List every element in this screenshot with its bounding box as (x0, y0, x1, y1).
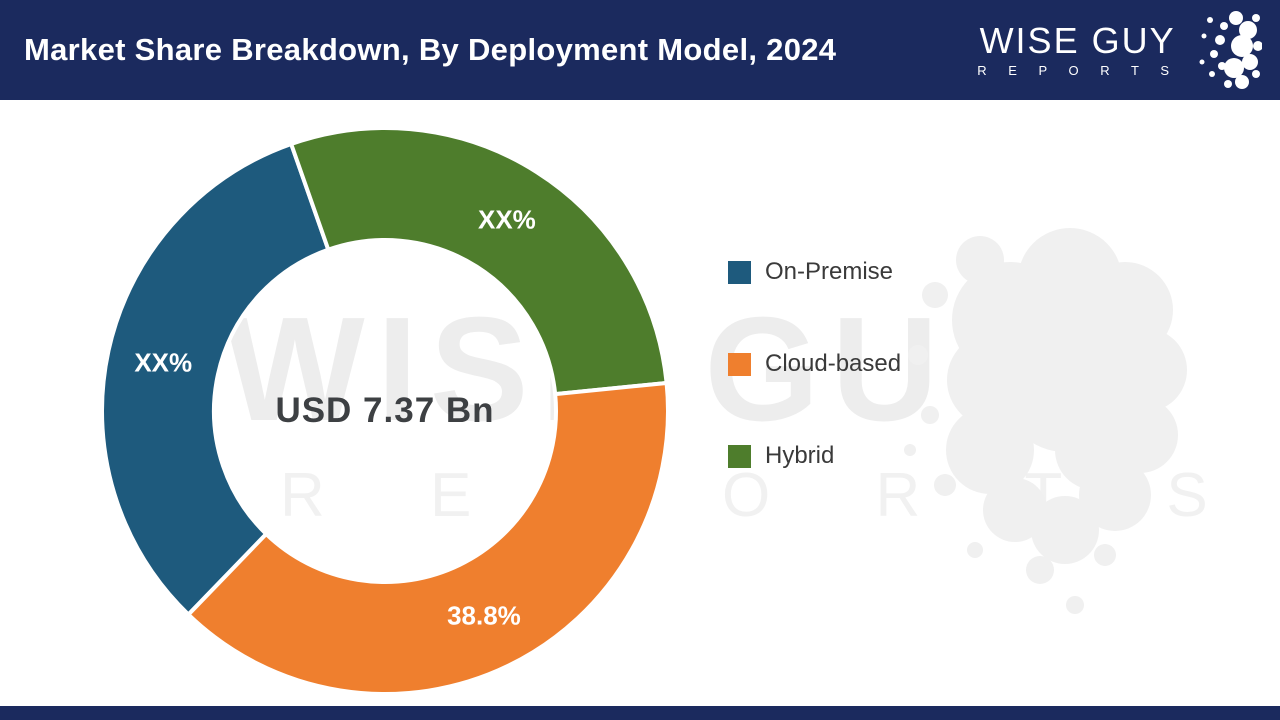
donut-center-value: USD 7.37 Bn (275, 391, 495, 430)
legend-swatch-hybrid (728, 444, 751, 468)
logo-wordmark: WISE GUY (979, 20, 1176, 62)
legend-label-cloud-based: Cloud-based (765, 350, 902, 377)
segment-label-on-premise: XX% (134, 348, 192, 378)
legend-label-hybrid: Hybrid (765, 442, 835, 469)
legend-item-on-premise: On-Premise (728, 258, 901, 286)
footer-bar (0, 706, 1280, 720)
donut-segment-hybrid (289, 126, 669, 397)
donut-chart: XX% XX% 38.8% (100, 126, 670, 696)
legend: On-Premise Cloud-based Hybrid (728, 258, 901, 534)
header-bar: Market Share Breakdown, By Deployment Mo… (0, 0, 1280, 100)
legend-swatch-cloud-based (728, 352, 751, 376)
legend-label-on-premise: On-Premise (765, 258, 894, 285)
legend-swatch-on-premise (728, 260, 751, 284)
logo-head-icon (1199, 11, 1262, 89)
legend-item-cloud-based: Cloud-based (728, 350, 901, 378)
segment-label-hybrid: XX% (478, 205, 536, 235)
page-title: Market Share Breakdown, By Deployment Mo… (24, 32, 837, 67)
chart-area: WISE GUY R E P O R T S XX% XX% 38.8% USD 7… (0, 100, 1280, 706)
wise-guy-reports-logo: WISE GUY R E P O R T S (977, 6, 1262, 94)
donut-segment-cloud-based (186, 380, 670, 696)
segment-label-cloud-based: 38.8% (447, 600, 521, 630)
legend-item-hybrid: Hybrid (728, 442, 901, 470)
donut-segment-on-premise (100, 142, 331, 617)
watermark-head-graphic (904, 228, 1187, 614)
logo-subtitle: R E P O R T S (977, 62, 1178, 78)
logo-text: WISE GUY R E P O R T S (977, 22, 1178, 78)
